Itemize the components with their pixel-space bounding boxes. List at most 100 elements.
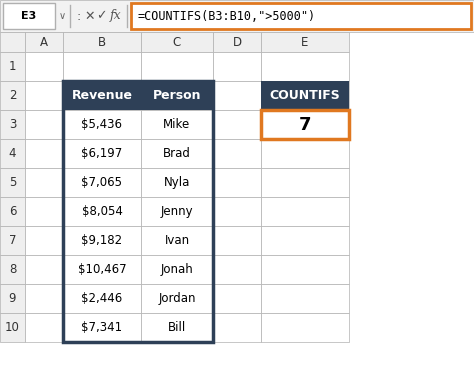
Bar — [25, 32, 63, 52]
Bar — [63, 255, 141, 284]
Text: $8,054: $8,054 — [82, 205, 122, 218]
Bar — [213, 313, 261, 342]
Text: 5: 5 — [9, 176, 16, 189]
Bar — [141, 81, 213, 110]
Bar — [213, 197, 261, 226]
Text: E3: E3 — [21, 11, 36, 21]
Bar — [63, 81, 141, 110]
Bar — [63, 197, 141, 226]
Bar — [141, 110, 213, 139]
Bar — [141, 313, 213, 342]
Bar — [213, 32, 261, 52]
Bar — [261, 139, 349, 168]
Bar — [213, 139, 261, 168]
Bar — [63, 139, 141, 168]
Text: 7: 7 — [299, 116, 311, 133]
Text: ∨: ∨ — [58, 11, 65, 21]
Bar — [3, 3, 55, 29]
Text: $7,341: $7,341 — [82, 321, 123, 334]
Text: 2: 2 — [9, 89, 16, 102]
Bar — [63, 32, 141, 52]
Text: Revenue: Revenue — [72, 89, 133, 102]
Bar — [213, 168, 261, 197]
Text: COUNTIFS: COUNTIFS — [270, 89, 340, 102]
Text: Person: Person — [153, 89, 201, 102]
Bar — [141, 81, 213, 110]
Bar — [0, 81, 25, 110]
Bar — [261, 110, 349, 139]
Text: Mike: Mike — [164, 118, 191, 131]
Text: 10: 10 — [5, 321, 20, 334]
Bar — [0, 0, 474, 32]
Bar — [25, 168, 63, 197]
Bar — [141, 284, 213, 313]
Bar — [141, 52, 213, 81]
Bar — [261, 110, 349, 139]
Text: 1: 1 — [9, 60, 16, 73]
Bar — [141, 226, 213, 255]
Text: ✓: ✓ — [96, 9, 106, 23]
Text: Jenny: Jenny — [161, 205, 193, 218]
Text: Jonah: Jonah — [161, 263, 193, 276]
Bar — [25, 226, 63, 255]
Text: 4: 4 — [9, 147, 16, 160]
Text: ✕: ✕ — [85, 9, 95, 23]
Bar — [213, 284, 261, 313]
Bar — [0, 139, 25, 168]
Bar — [25, 52, 63, 81]
Text: fx: fx — [110, 9, 122, 23]
Bar — [141, 197, 213, 226]
Bar — [261, 168, 349, 197]
Text: =COUNTIFS(B3:B10,">5000"): =COUNTIFS(B3:B10,">5000") — [138, 9, 316, 23]
Bar — [261, 313, 349, 342]
Bar — [261, 284, 349, 313]
Text: Jordan: Jordan — [158, 292, 196, 305]
Text: $7,065: $7,065 — [82, 176, 122, 189]
Bar — [0, 284, 25, 313]
Text: Nyla: Nyla — [164, 176, 190, 189]
Bar — [213, 226, 261, 255]
Text: 3: 3 — [9, 118, 16, 131]
Bar — [25, 313, 63, 342]
Bar — [213, 110, 261, 139]
Bar — [25, 110, 63, 139]
Bar — [25, 197, 63, 226]
Text: 9: 9 — [9, 292, 16, 305]
Text: Bill: Bill — [168, 321, 186, 334]
Bar — [141, 168, 213, 197]
Text: :: : — [77, 9, 81, 23]
Text: $5,436: $5,436 — [82, 118, 122, 131]
Bar — [63, 81, 213, 342]
Bar — [63, 81, 141, 110]
Bar — [213, 255, 261, 284]
Bar — [63, 110, 141, 139]
Bar — [63, 284, 141, 313]
Text: Ivan: Ivan — [164, 234, 190, 247]
Bar — [213, 52, 261, 81]
Bar — [63, 313, 141, 342]
Text: $9,182: $9,182 — [82, 234, 123, 247]
Text: 6: 6 — [9, 205, 16, 218]
Bar — [261, 81, 349, 110]
Bar — [141, 139, 213, 168]
Bar — [25, 139, 63, 168]
Bar — [0, 197, 25, 226]
Bar — [63, 226, 141, 255]
Text: Brad: Brad — [163, 147, 191, 160]
Bar — [0, 110, 25, 139]
Bar — [141, 32, 213, 52]
Text: 7: 7 — [9, 234, 16, 247]
Text: E: E — [301, 36, 309, 48]
Bar — [0, 226, 25, 255]
Bar — [213, 81, 261, 110]
Bar — [63, 52, 141, 81]
Text: A: A — [40, 36, 48, 48]
Bar — [261, 226, 349, 255]
Text: C: C — [173, 36, 181, 48]
Bar — [0, 52, 25, 81]
Text: 8: 8 — [9, 263, 16, 276]
Text: B: B — [98, 36, 106, 48]
Text: $2,446: $2,446 — [82, 292, 123, 305]
Bar — [0, 168, 25, 197]
Bar — [261, 32, 349, 52]
